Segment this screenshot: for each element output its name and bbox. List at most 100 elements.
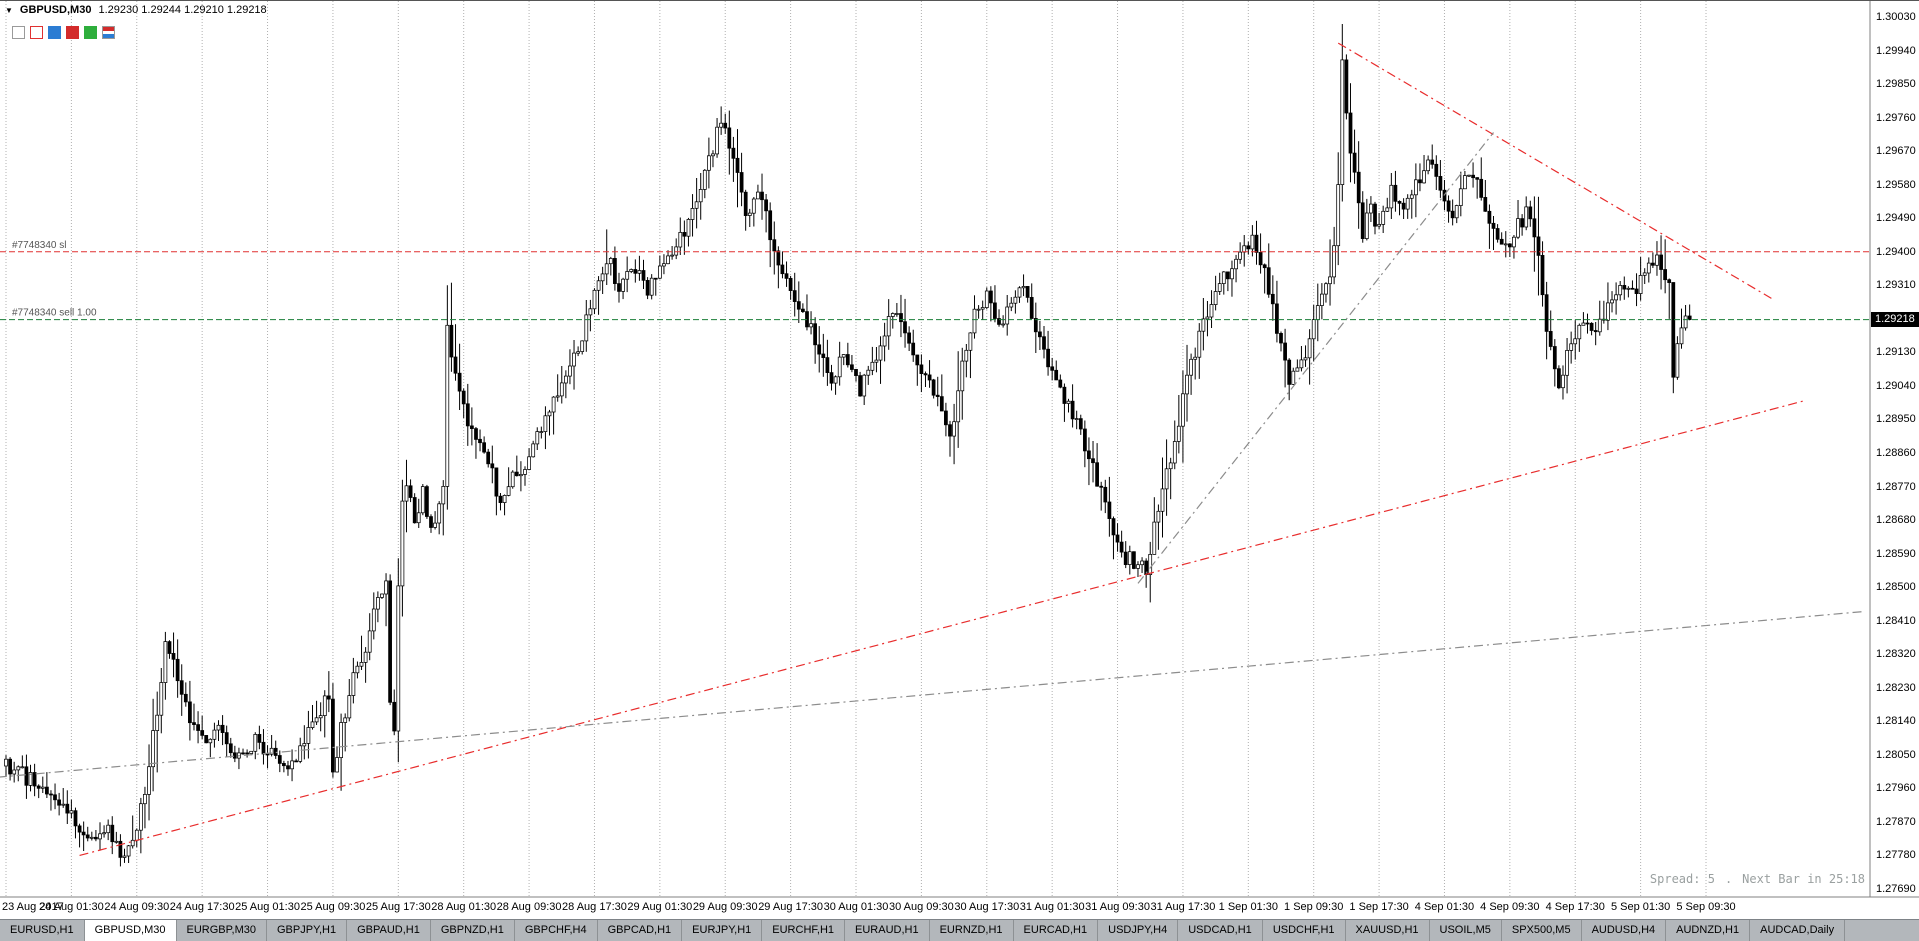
candle-body [629, 269, 634, 272]
candle-body [1467, 174, 1471, 177]
price-axis[interactable]: 1.30030 1.29940 1.29850 1.29760 1.29670 1.295… [0, 1, 1919, 919]
trendline-resistance-descending-red[interactable] [1337, 42, 1772, 299]
time-axis-label: 24 Aug 17:30 [169, 901, 235, 913]
candle-body [1532, 218, 1537, 238]
candle-body [993, 302, 997, 319]
chart-tab-audcad-daily[interactable]: AUDCAD,Daily [1750, 920, 1846, 941]
candle-body [1099, 485, 1104, 488]
chart-tab-gbpusd-m30[interactable]: GBPUSD,M30 [84, 920, 177, 941]
candle-body [1066, 400, 1071, 404]
chart-tab-eurnzd-h1[interactable]: EURNZD,H1 [930, 920, 1014, 941]
chart-tab-gbpjpy-h1[interactable]: GBPJPY,H1 [267, 920, 348, 941]
candle-body [57, 799, 61, 806]
candle-body [1557, 368, 1561, 389]
candle-body [1561, 374, 1565, 389]
candle-body [1446, 200, 1451, 212]
price-axis-label: 1.29130 [1876, 346, 1916, 359]
flag-square-button[interactable] [102, 26, 115, 39]
candle-body [523, 469, 527, 475]
trendline-support-ascending-gray[interactable] [0, 610, 1866, 778]
candle-body [1393, 184, 1398, 202]
candle-body [1029, 297, 1034, 319]
chart-tab-usdcad-h1[interactable]: USDCAD,H1 [1178, 920, 1263, 941]
candle-body [682, 232, 687, 237]
candle-body [1193, 356, 1198, 360]
candle-body [890, 313, 895, 317]
candle-body [1434, 163, 1439, 177]
time-axis-label: 31 Aug 01:30 [1019, 901, 1085, 913]
time-axis-label: 1 Sep 17:30 [1349, 901, 1409, 913]
price-axis-label: 1.29760 [1876, 111, 1916, 124]
chart-tab-gbpcad-h1[interactable]: GBPCAD,H1 [598, 920, 683, 941]
candle-body [1360, 202, 1365, 239]
candle-body [241, 752, 245, 755]
candle-body [621, 278, 625, 292]
red-outline-square-button[interactable] [30, 26, 43, 39]
candle-body [841, 354, 846, 358]
candle-body [1307, 338, 1312, 359]
chart-tab-eurchf-h1[interactable]: EURCHF,H1 [762, 920, 846, 941]
candle-body [588, 308, 593, 316]
candle-body [874, 359, 879, 363]
next-bar-countdown: Next Bar in 25:18 [1742, 872, 1865, 886]
candle-body [1250, 234, 1255, 250]
candle-body [1426, 159, 1430, 172]
candle-body [69, 810, 74, 814]
chart-tab-audnzd-h1[interactable]: AUDNZD,H1 [1666, 920, 1751, 941]
chart-tab-xauusd-h1[interactable]: XAUUSD,H1 [1346, 920, 1430, 941]
candle-body [1471, 174, 1475, 179]
candle-body [1164, 468, 1169, 490]
candle-body [1230, 268, 1234, 280]
candle-body [1320, 293, 1324, 306]
chart-tab-gbpchf-h4[interactable]: GBPCHF,H4 [515, 920, 598, 941]
candle-body [535, 431, 540, 445]
candle-body [404, 485, 409, 502]
candle-body [1369, 203, 1373, 214]
candle-body [49, 793, 53, 796]
candle-body [347, 695, 352, 719]
candle-body [727, 127, 732, 149]
current-price-badge: 1.29218 [1871, 311, 1919, 327]
blue-square-button[interactable] [48, 26, 61, 39]
symbol-dropdown-icon[interactable]: ▼ [5, 5, 13, 15]
chart-tab-usdjpy-h4[interactable]: USDJPY,H4 [1098, 920, 1179, 941]
chart-tab-gbpaud-h1[interactable]: GBPAUD,H1 [347, 920, 431, 941]
chart-tab-audusd-h4[interactable]: AUDUSD,H4 [1582, 920, 1667, 941]
chart-tab-spx500-m5[interactable]: SPX500,M5 [1502, 920, 1582, 941]
candle-body [617, 283, 621, 292]
candle-body [106, 824, 111, 834]
chart-tab-usoil-m5[interactable]: USOIL,M5 [1430, 920, 1502, 941]
candle-body [547, 411, 552, 417]
chart-tab-gbpnzd-h1[interactable]: GBPNZD,H1 [431, 920, 515, 941]
green-square-button[interactable] [84, 26, 97, 39]
chart-tab-eurgbp-m30[interactable]: EURGBP,M30 [177, 920, 267, 941]
candle-body [1667, 279, 1672, 283]
chart-tab-eurcad-h1[interactable]: EURCAD,H1 [1014, 920, 1099, 941]
chart-tab-eurusd-h1[interactable]: EURUSD,H1 [0, 920, 85, 941]
price-axis-label: 1.30030 [1876, 11, 1916, 23]
candle-body [1454, 205, 1459, 219]
candle-body [1585, 322, 1590, 325]
candle-body [1328, 276, 1332, 285]
candle-body [719, 122, 723, 128]
status-text: Spread: 5 . Next Bar in 25:18 [1650, 872, 1865, 886]
candle-body [1352, 152, 1357, 173]
candle-body [425, 486, 429, 517]
chart-tab-euraud-h1[interactable]: EURAUD,H1 [845, 920, 930, 941]
price-axis-label: 1.28230 [1876, 681, 1916, 694]
red-square-button[interactable] [66, 26, 79, 39]
candle-body [1275, 303, 1279, 334]
price-chart-canvas[interactable]: #7748340 sl #7748340 sell 1.00 [0, 1, 1919, 919]
candle-body [584, 314, 589, 342]
candle-body [1638, 275, 1643, 294]
trendline-rally-ascending-gray[interactable] [1137, 132, 1494, 584]
trendline-support-ascending-red[interactable] [79, 400, 1805, 857]
time-axis[interactable]: 23 Aug 2017 24 Aug 01:30 24 Aug 09:30 24 Au… [0, 1, 1919, 919]
chart-tab-usdchf-h1[interactable]: USDCHF,H1 [1263, 920, 1346, 941]
time-axis-label: 5 Sep 09:30 [1676, 901, 1736, 913]
candle-body [298, 745, 303, 762]
candle-body [939, 396, 944, 412]
white-square-button[interactable] [12, 26, 25, 39]
candle-body [412, 497, 417, 524]
chart-tab-eurjpy-h1[interactable]: EURJPY,H1 [682, 920, 763, 941]
